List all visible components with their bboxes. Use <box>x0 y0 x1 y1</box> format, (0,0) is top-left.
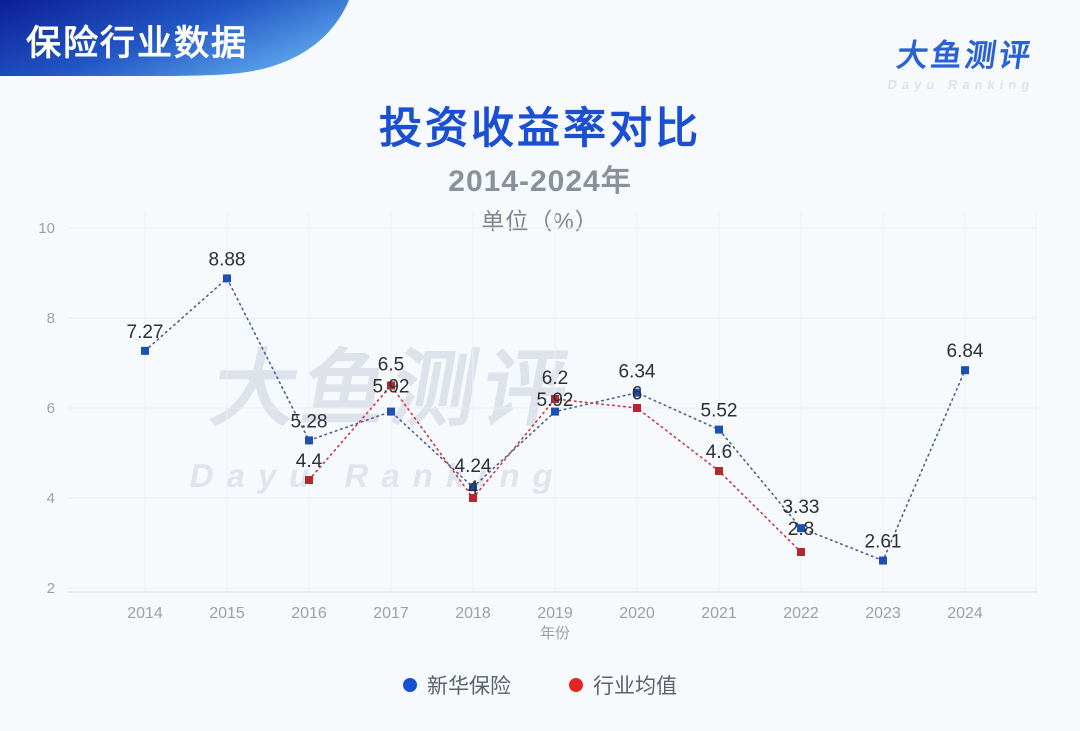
data-point-新华保险 <box>715 425 723 434</box>
data-point-新华保险 <box>961 366 969 375</box>
y-tick-label: 4 <box>47 490 55 507</box>
page-subtitle: 2014-2024年 <box>448 165 632 198</box>
legend-dot-icon <box>403 678 417 692</box>
data-label: 4.4 <box>296 451 323 472</box>
x-tick-label: 2019 <box>537 605 573 622</box>
header-banner: 保险行业数据 <box>0 0 360 80</box>
data-point-行业均值 <box>797 548 805 556</box>
data-point-新华保险 <box>469 483 477 492</box>
data-point-行业均值 <box>551 395 559 403</box>
grid <box>68 212 1038 593</box>
data-label: 5.28 <box>291 411 328 432</box>
data-label: 6.34 <box>619 362 656 383</box>
x-tick-label: 2020 <box>619 605 655 622</box>
y-tick-label: 8 <box>47 310 55 327</box>
x-tick-label: 2015 <box>209 605 245 622</box>
data-label: 6.2 <box>542 368 568 389</box>
data-point-新华保险 <box>141 346 149 355</box>
data-point-行业均值 <box>469 494 477 502</box>
x-tick-label: 2023 <box>865 605 901 622</box>
data-point-行业均值 <box>387 381 395 390</box>
data-point-新华保险 <box>551 407 559 416</box>
y-tick-label: 2 <box>47 580 55 597</box>
banner-title: 保险行业数据 <box>26 24 249 63</box>
page-title: 投资收益率对比 <box>379 105 701 153</box>
data-label: 5.52 <box>701 401 738 422</box>
data-point-新华保险 <box>797 524 805 533</box>
x-tick-label: 2022 <box>783 605 819 622</box>
data-point-新华保险 <box>305 436 313 445</box>
data-point-新华保险 <box>879 556 887 565</box>
data-point-新华保险 <box>633 388 641 397</box>
x-tick-label: 2017 <box>373 605 409 622</box>
legend-dot-icon <box>569 678 583 692</box>
legend-item-行业均值[interactable]: 行业均值 <box>569 670 677 700</box>
data-label: 6.5 <box>378 355 404 376</box>
data-label: 4 <box>468 478 479 499</box>
data-label: 7.27 <box>127 322 164 343</box>
chart-legend: 新华保险 行业均值 <box>0 670 1080 700</box>
x-tick-label: 2016 <box>291 605 327 622</box>
data-label: 6 <box>632 384 643 405</box>
data-label: 5.92 <box>373 377 410 398</box>
data-label: 2.61 <box>865 532 902 553</box>
legend-item-新华保险[interactable]: 新华保险 <box>403 670 511 700</box>
x-tick-label: 2018 <box>455 605 491 622</box>
banner-shape <box>0 0 349 76</box>
data-point-行业均值 <box>715 467 723 475</box>
data-label: 8.88 <box>209 249 246 270</box>
legend-label: 新华保险 <box>427 675 511 698</box>
data-point-行业均值 <box>633 404 641 412</box>
data-label: 4.24 <box>455 456 492 477</box>
data-label: 4.6 <box>706 442 732 463</box>
data-label: 2.8 <box>788 519 814 540</box>
data-point-新华保险 <box>387 407 395 416</box>
y-tick-label: 6 <box>47 400 55 417</box>
unit-label: 单位（%） <box>481 208 599 234</box>
data-label: 5.92 <box>537 390 574 411</box>
x-tick-label: 2021 <box>701 605 737 622</box>
data-point-新华保险 <box>223 274 231 283</box>
legend-label: 行业均值 <box>593 675 677 698</box>
x-axis-title: 年份 <box>540 625 570 642</box>
x-tick-label: 2014 <box>127 605 163 622</box>
data-label: 6.84 <box>947 341 984 362</box>
y-tick-label: 10 <box>38 220 55 237</box>
data-point-行业均值 <box>305 476 313 484</box>
x-tick-label: 2024 <box>947 605 983 622</box>
data-label: 3.33 <box>783 497 820 518</box>
